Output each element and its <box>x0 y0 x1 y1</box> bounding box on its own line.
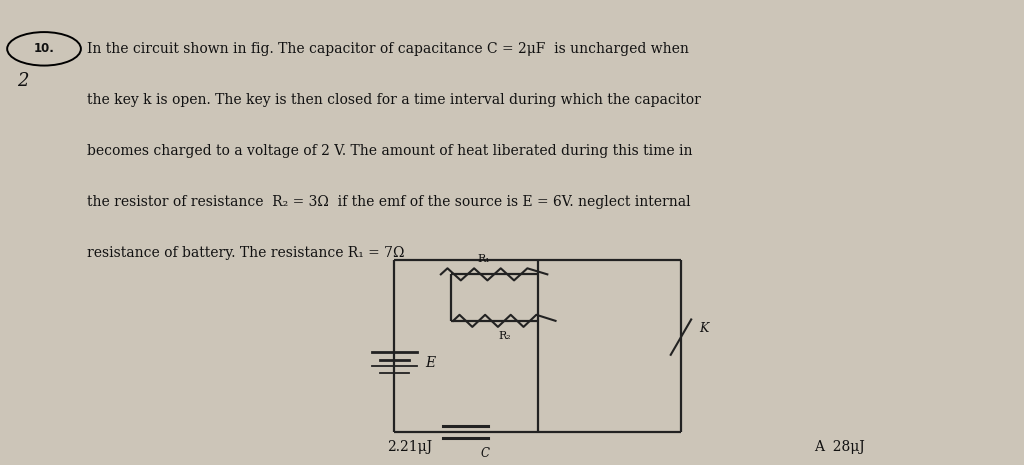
Text: the key k is open. The key is then closed for a time interval during which the c: the key k is open. The key is then close… <box>87 93 700 107</box>
Text: 2: 2 <box>16 73 29 90</box>
Text: resistance of battery. The resistance R₁ = 7Ω: resistance of battery. The resistance R₁… <box>87 246 404 260</box>
Text: 2.21μJ: 2.21μJ <box>387 440 432 454</box>
Text: In the circuit shown in fig. The capacitor of capacitance C = 2μF  is uncharged : In the circuit shown in fig. The capacit… <box>87 42 689 56</box>
Text: R₁: R₁ <box>477 254 490 264</box>
Text: K: K <box>699 322 709 335</box>
Text: the resistor of resistance  R₂ = 3Ω  if the emf of the source is E = 6V. neglect: the resistor of resistance R₂ = 3Ω if th… <box>87 195 690 209</box>
Text: R₂: R₂ <box>498 331 511 341</box>
Text: 10.: 10. <box>34 42 54 55</box>
Text: A  28μJ: A 28μJ <box>814 440 865 454</box>
Text: C: C <box>480 447 489 460</box>
Text: E: E <box>425 356 435 370</box>
Text: becomes charged to a voltage of 2 V. The amount of heat liberated during this ti: becomes charged to a voltage of 2 V. The… <box>87 144 692 158</box>
